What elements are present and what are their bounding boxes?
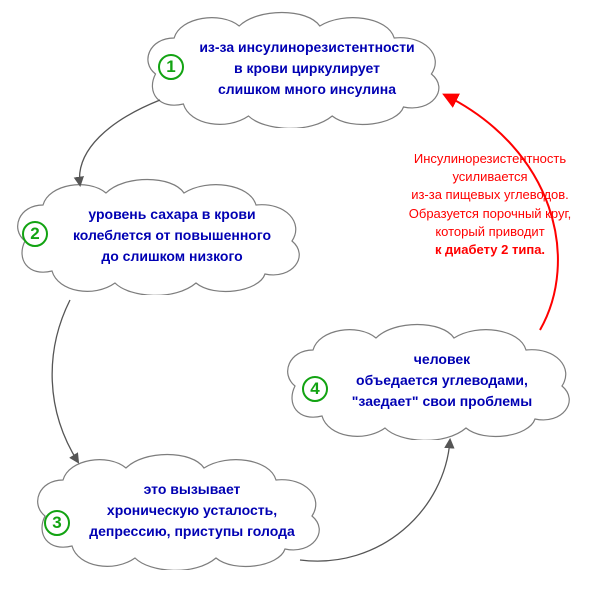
- step-number-2: 2: [22, 221, 48, 247]
- side-note-line: Образуется порочный круг,: [409, 206, 571, 221]
- step-number-3: 3: [44, 510, 70, 536]
- cloud-node-1: из-за инсулинорезистентностив крови цирк…: [140, 8, 450, 128]
- cloud-text-2: уровень сахара в кровиколеблется от повы…: [73, 204, 271, 267]
- side-note-line: из-за пищевых углеводов.: [411, 187, 569, 202]
- step-number-1: 1: [158, 54, 184, 80]
- cloud-node-4: человекобъедается углеводами,"заедает" с…: [280, 320, 580, 440]
- cloud-node-2: уровень сахара в кровиколеблется от повы…: [10, 175, 310, 295]
- side-note-bold: к диабету 2 типа.: [435, 242, 545, 257]
- step-number-4: 4: [302, 376, 328, 402]
- cloud-node-3: это вызываетхроническую усталость,депрес…: [30, 450, 330, 570]
- diagram-stage: из-за инсулинорезистентностив крови цирк…: [0, 0, 600, 600]
- cloud-text-1: из-за инсулинорезистентностив крови цирк…: [199, 37, 414, 100]
- side-note: Инсулинорезистентность усиливается из-за п…: [390, 150, 590, 259]
- side-note-line: усиливается: [452, 169, 527, 184]
- side-note-line: который приводит: [435, 224, 544, 239]
- side-note-line: Инсулинорезистентность: [414, 151, 566, 166]
- cloud-text-3: это вызываетхроническую усталость,депрес…: [89, 479, 295, 542]
- cloud-text-4: человекобъедается углеводами,"заедает" с…: [352, 349, 532, 412]
- arrow-a23: [52, 300, 78, 462]
